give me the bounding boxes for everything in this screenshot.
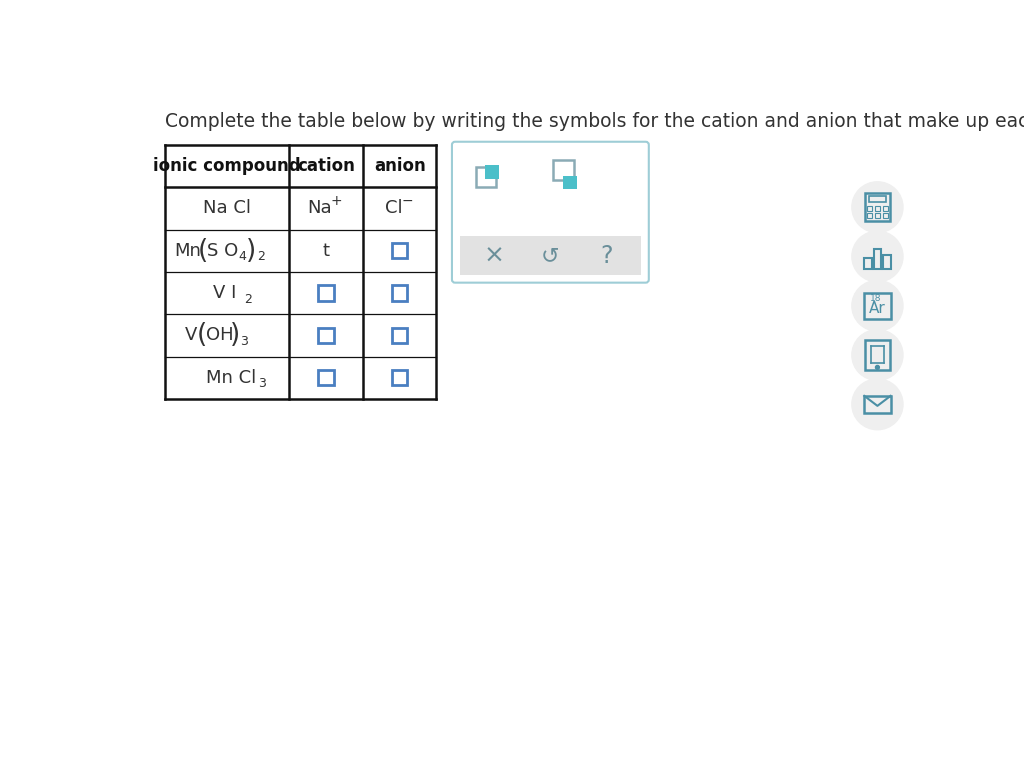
Text: anion: anion [374,157,426,175]
Bar [876,207,880,211]
Bar [392,328,408,343]
Text: OH: OH [206,326,233,344]
Bar [864,293,891,319]
Bar [392,285,408,301]
Circle shape [852,231,903,282]
Bar [876,214,880,218]
Text: Mn: Mn [174,242,202,260]
Text: 3: 3 [258,378,266,390]
Text: ionic compound: ionic compound [154,157,301,175]
Bar [392,370,408,385]
Text: (: ( [198,238,208,263]
Bar [563,176,577,190]
Bar [392,243,408,259]
Bar [883,255,891,269]
Text: ↺: ↺ [541,246,560,266]
FancyBboxPatch shape [452,141,649,283]
Text: −: − [401,193,414,207]
Text: Mn Cl: Mn Cl [206,369,256,387]
Bar [165,145,436,399]
Text: ): ) [229,322,240,348]
Text: 2: 2 [257,250,264,263]
Text: ): ) [246,238,256,263]
Bar [867,214,872,218]
Text: ×: × [483,244,504,268]
Text: ?: ? [601,244,613,268]
Circle shape [876,365,880,369]
Text: 2: 2 [245,293,252,305]
Bar [460,236,641,275]
Bar [865,193,890,221]
Circle shape [852,379,903,430]
Bar [318,285,334,301]
Text: 18: 18 [869,294,882,302]
Text: cation: cation [297,157,355,175]
Bar [869,196,886,202]
Bar [883,207,888,211]
Circle shape [852,280,903,331]
Bar [318,370,334,385]
Text: 4: 4 [238,250,246,263]
Bar [864,258,872,269]
Bar [865,340,890,370]
Text: Na Cl: Na Cl [203,200,251,218]
Bar [867,207,872,211]
Text: S O: S O [207,242,239,260]
Bar [864,395,891,413]
Text: Complete the table below by writing the symbols for the cation and anion that ma: Complete the table below by writing the … [165,113,1024,131]
Text: Na: Na [307,200,332,218]
Text: Cl: Cl [385,200,402,218]
Bar [873,249,882,269]
Text: V: V [184,326,197,344]
Text: t: t [323,242,330,260]
Text: +: + [331,193,342,207]
Bar [318,328,334,343]
Circle shape [852,182,903,232]
Bar [554,160,573,180]
Bar [476,167,496,187]
Text: V I: V I [213,284,237,302]
Bar [485,165,500,179]
Text: Ar: Ar [869,301,886,315]
Circle shape [852,329,903,381]
Text: 3: 3 [241,335,248,348]
Text: (: ( [197,322,207,348]
Bar [883,214,888,218]
